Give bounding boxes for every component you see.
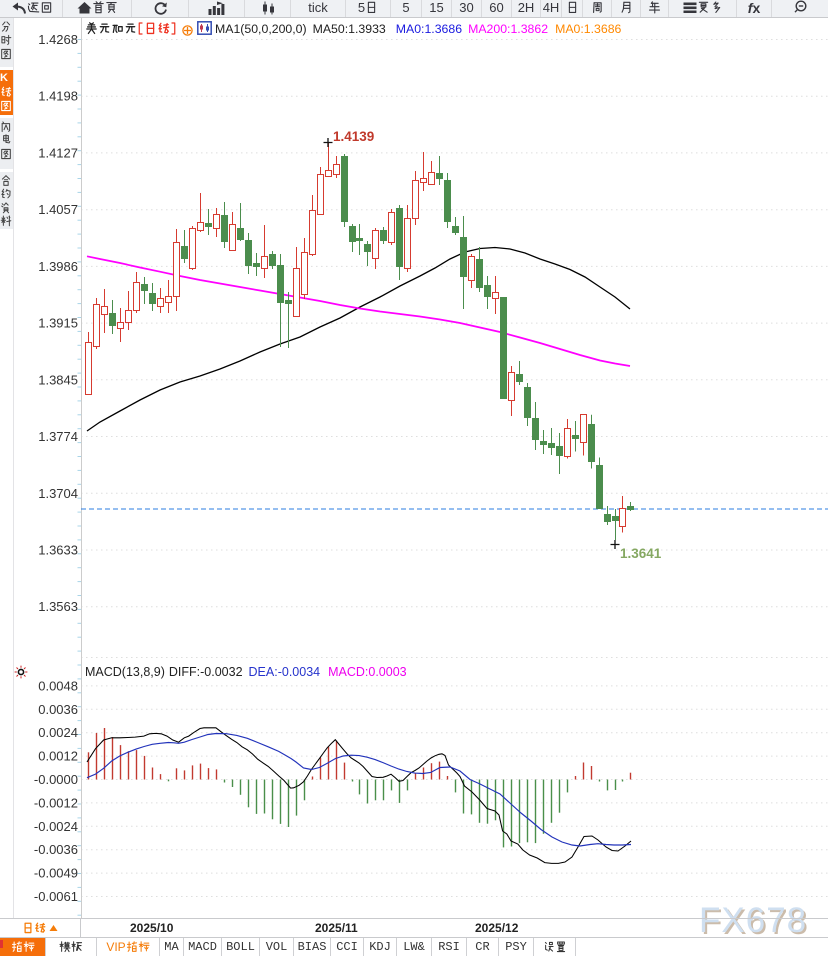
svg-text:-0.0012: -0.0012 (34, 795, 78, 810)
svg-text:1.4268: 1.4268 (38, 32, 78, 47)
svg-text:1.3563: 1.3563 (38, 599, 78, 614)
svg-text:0.0012: 0.0012 (38, 749, 78, 764)
svg-text:-0.0024: -0.0024 (34, 819, 78, 834)
svg-text:0.0024: 0.0024 (38, 725, 78, 740)
svg-text:1.4057: 1.4057 (38, 202, 78, 217)
svg-text:1.3633: 1.3633 (38, 543, 78, 558)
svg-text:1.3915: 1.3915 (38, 316, 78, 331)
svg-text:1.4139: 1.4139 (333, 129, 374, 144)
svg-text:-0.0000: -0.0000 (34, 772, 78, 787)
svg-text:1.3704: 1.3704 (38, 486, 78, 501)
svg-text:-0.0036: -0.0036 (34, 842, 78, 857)
svg-text:0.0036: 0.0036 (38, 702, 78, 717)
svg-text:1.3641: 1.3641 (620, 546, 662, 561)
svg-text:1.3845: 1.3845 (38, 372, 78, 387)
svg-text:-0.0049: -0.0049 (34, 866, 78, 881)
svg-text:1.3774: 1.3774 (38, 429, 78, 444)
svg-text:-0.0061: -0.0061 (34, 889, 78, 904)
svg-text:1.4127: 1.4127 (38, 145, 78, 160)
svg-text:1.3986: 1.3986 (38, 259, 78, 274)
svg-text:0.0048: 0.0048 (38, 678, 78, 693)
svg-text:1.4198: 1.4198 (38, 89, 78, 104)
